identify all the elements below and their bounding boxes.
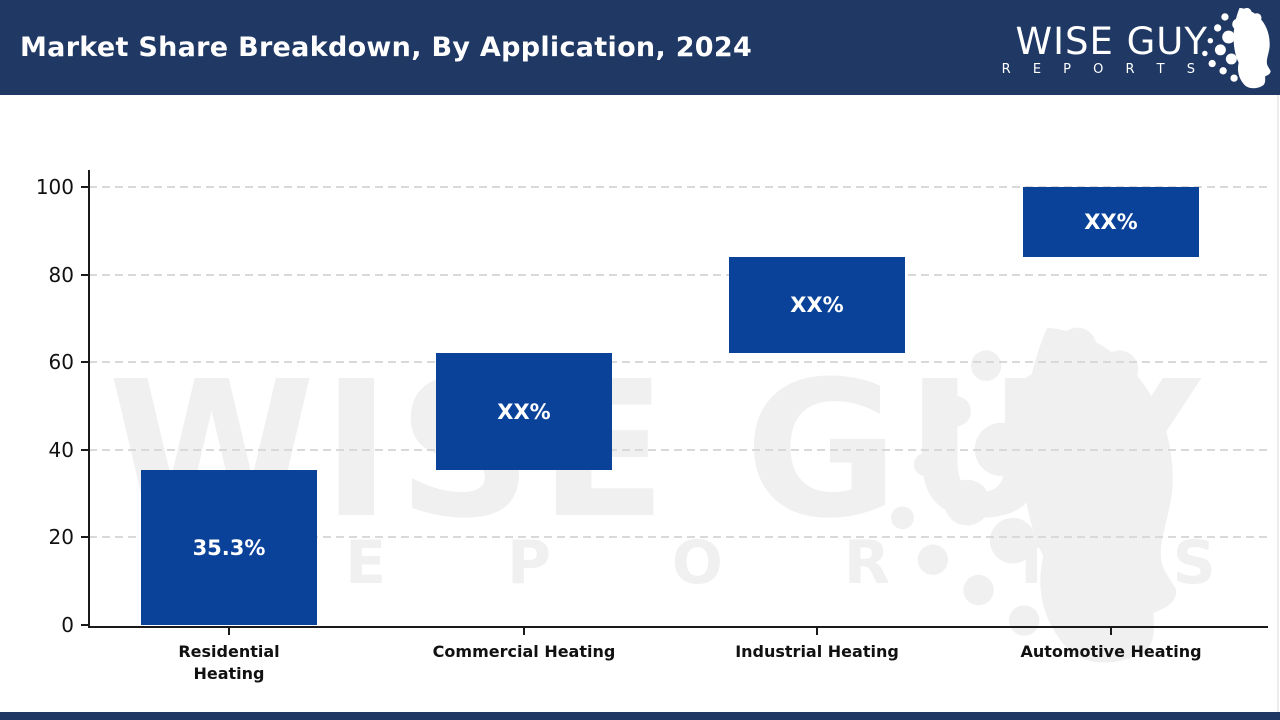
- x-axis-tick: [816, 628, 818, 635]
- bar-segment: XX%: [729, 257, 905, 354]
- wise-guy-logo: WISE GUY R E P O R T S: [1002, 0, 1280, 95]
- bar-value-label: XX%: [790, 293, 844, 318]
- x-axis-category-label: Residential Heating: [178, 642, 280, 683]
- gridline: [89, 536, 1268, 539]
- x-axis-category-label: Industrial Heating: [735, 642, 899, 661]
- x-axis-tick: [1110, 628, 1112, 635]
- y-axis-tick: [81, 624, 88, 626]
- page-title: Market Share Breakdown, By Application, …: [20, 32, 753, 63]
- y-axis-tick: [81, 361, 88, 364]
- bar-segment: XX%: [1023, 187, 1199, 258]
- logo-dotted-head-icon: [1202, 7, 1271, 89]
- bar-segment: 35.3%: [141, 470, 317, 625]
- bar-value-label: XX%: [497, 399, 551, 424]
- x-axis-category-label: Automotive Heating: [1020, 642, 1202, 661]
- y-axis-tick: [81, 273, 88, 276]
- header-bar: Market Share Breakdown, By Application, …: [0, 0, 1280, 95]
- y-axis-tick-label: 0: [61, 613, 74, 637]
- bar-segment: XX%: [436, 353, 612, 471]
- footer-bar: [0, 712, 1280, 720]
- x-axis-tick: [228, 628, 230, 635]
- y-axis-line: [88, 170, 90, 627]
- y-axis-tick-label: 60: [48, 350, 74, 375]
- y-axis-tick-label: 80: [48, 262, 74, 287]
- gridline: [89, 273, 1268, 276]
- y-axis-tick: [81, 448, 88, 451]
- gridline: [89, 186, 1268, 188]
- gridline: [89, 361, 1268, 364]
- x-axis-line: [88, 626, 1268, 628]
- y-axis-tick-label: 20: [48, 525, 74, 550]
- watermark-dotted-head-icon: [891, 327, 1177, 663]
- x-axis-tick: [523, 628, 525, 635]
- chart-right-border: [1277, 95, 1279, 712]
- x-axis-category-label: Commercial Heating: [432, 642, 616, 661]
- logo-wordmark: WISE GUY: [1015, 20, 1208, 63]
- y-axis-tick-label: 40: [48, 437, 74, 462]
- y-axis-tick-label: 100: [35, 175, 74, 199]
- chart-area: WISE GUY R E P O R T S 35.3% XX% XX% XX% 0 20…: [0, 95, 1280, 712]
- gridline: [89, 448, 1268, 451]
- bar-value-label: 35.3%: [192, 535, 266, 560]
- logo-subtitle: R E P O R T S: [1001, 62, 1204, 77]
- y-axis-tick: [81, 536, 88, 539]
- y-axis-tick: [81, 186, 88, 188]
- bar-value-label: XX%: [1084, 210, 1138, 235]
